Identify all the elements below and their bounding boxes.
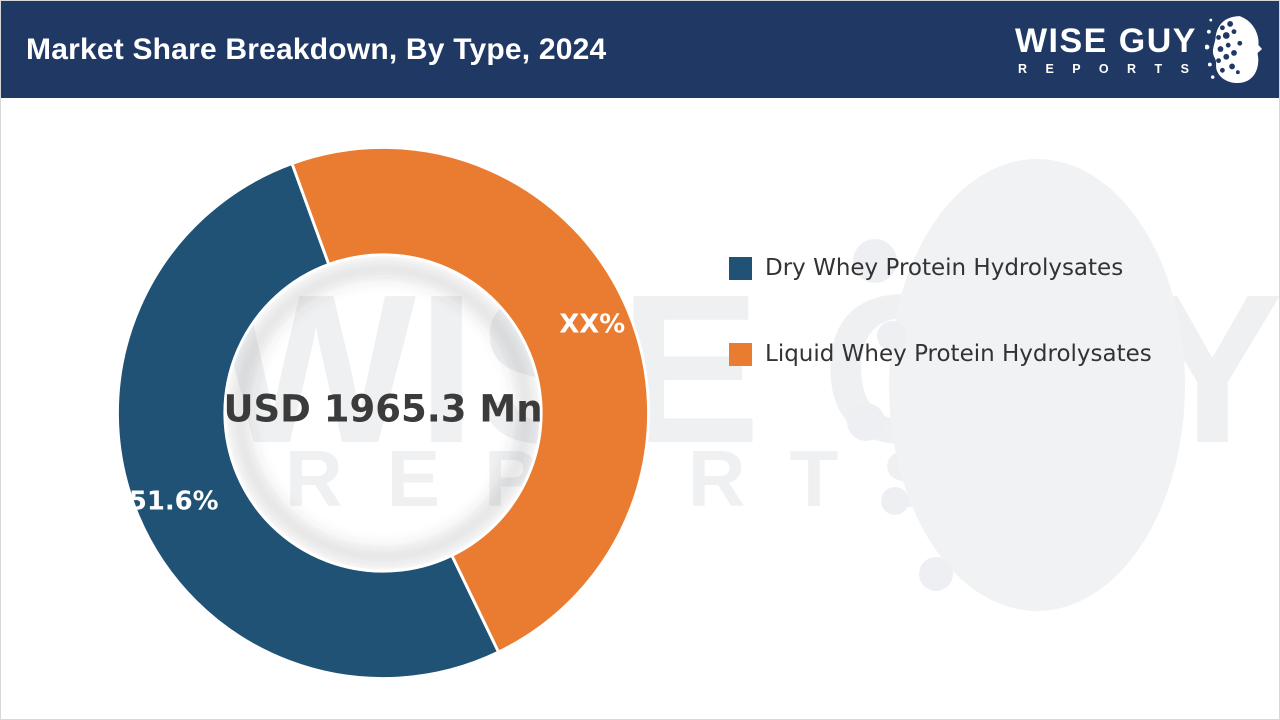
logo-subtitle: R E P O R T S [1017, 61, 1197, 76]
watermark-dot [919, 557, 953, 591]
header: Market Share Breakdown, By Type, 2024 WI… [1, 1, 1279, 98]
legend-swatch-liquid-whey [729, 342, 752, 366]
watermark-dot [881, 487, 909, 515]
logo-face-icon [1205, 15, 1263, 83]
watermark-dot [847, 403, 885, 441]
logo-name: WISE GUY [1014, 21, 1197, 60]
slice-label-0: 51.6% [129, 486, 219, 516]
legend: Dry Whey Protein Hydrolysates Liquid Whe… [729, 255, 1152, 367]
donut-chart: 51.6% XX% [116, 146, 650, 680]
legend-item-liquid-whey: Liquid Whey Protein Hydrolysates [729, 341, 1152, 367]
legend-item-dry-whey: Dry Whey Protein Hydrolysates [729, 255, 1152, 281]
inner-shadow-ring [231, 261, 535, 565]
logo-wordmark: WISE GUY R E P O R T S [1015, 24, 1197, 76]
chart-center-value: USD 1965.3 Mn [223, 387, 543, 431]
watermark-face-shape [889, 159, 1185, 611]
slice-0 [116, 161, 501, 680]
brand-logo: WISE GUY R E P O R T S [1015, 14, 1263, 86]
legend-label-liquid-whey: Liquid Whey Protein Hydrolysates [765, 341, 1152, 367]
legend-swatch-dry-whey [729, 256, 752, 280]
slice-1 [290, 146, 650, 654]
slice-label-1: XX% [559, 310, 625, 340]
page-title: Market Share Breakdown, By Type, 2024 [26, 32, 607, 66]
legend-label-dry-whey: Dry Whey Protein Hydrolysates [765, 255, 1124, 281]
